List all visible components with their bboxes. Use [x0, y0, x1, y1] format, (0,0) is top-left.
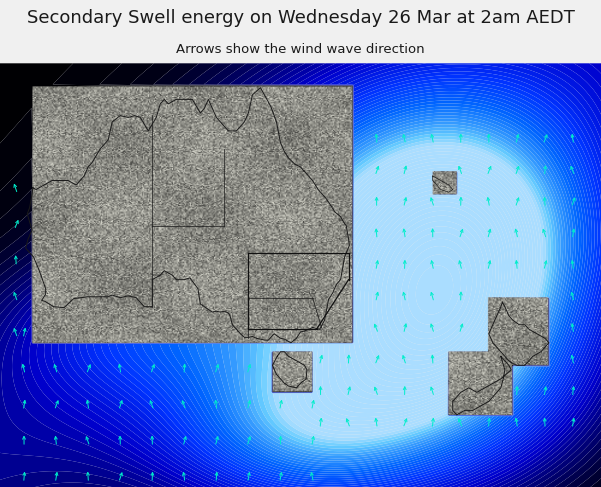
Text: Secondary Swell energy on Wednesday 26 Mar at 2am AEDT: Secondary Swell energy on Wednesday 26 M…	[26, 9, 575, 27]
Text: Arrows show the wind wave direction: Arrows show the wind wave direction	[176, 43, 425, 56]
